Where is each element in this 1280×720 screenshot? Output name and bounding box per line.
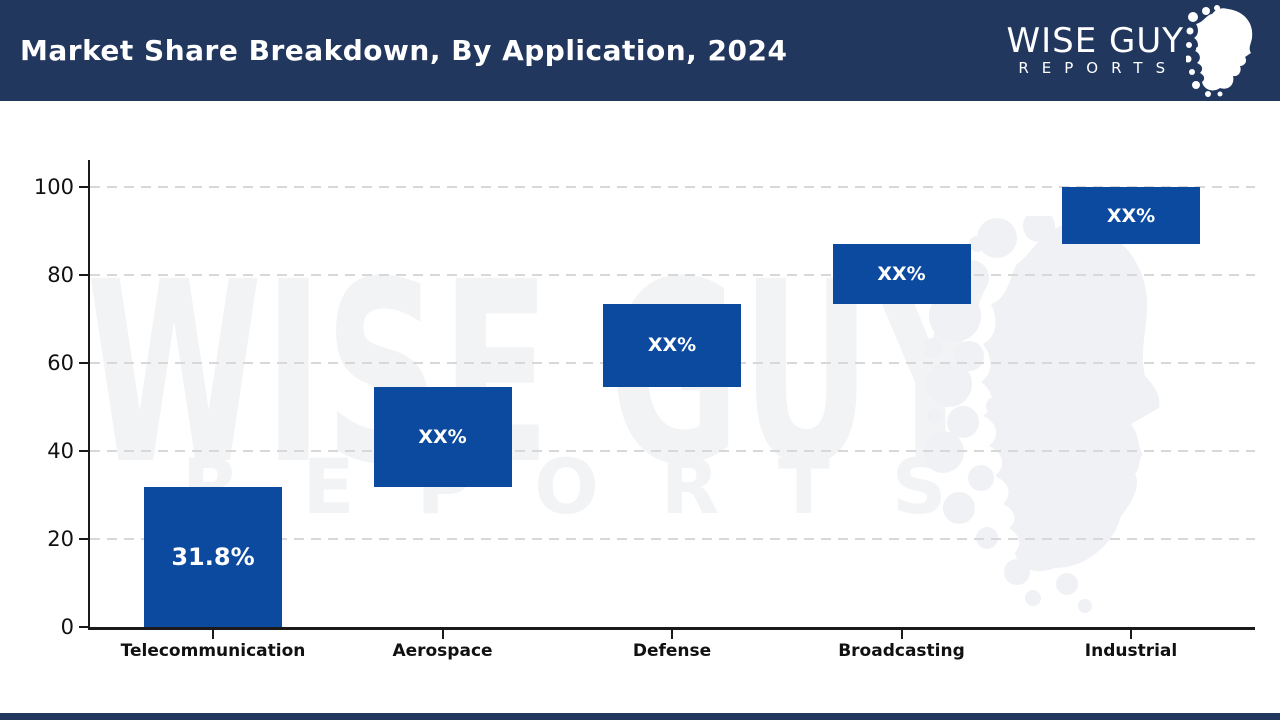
logo-subtitle: REPORTS bbox=[1018, 59, 1179, 78]
footer-bar bbox=[0, 713, 1280, 720]
bar-value-label: XX% bbox=[647, 334, 697, 357]
logo-text: WISE GUY REPORTS bbox=[1006, 20, 1184, 78]
x-tick-defense bbox=[671, 630, 673, 639]
y-tick-label-0: 0 bbox=[60, 615, 74, 639]
bar-defense: XX% bbox=[603, 303, 741, 388]
bar-telecommunication: 31.8% bbox=[144, 487, 282, 627]
bar-value-label: XX% bbox=[877, 262, 926, 285]
bar-aerospace: XX% bbox=[373, 387, 512, 488]
gridline-100 bbox=[90, 186, 1255, 188]
x-tick-telecommunication bbox=[212, 630, 214, 639]
plot-area: 0 20 40 60 80 100 31.8% Telecommunication XX% Aer… bbox=[34, 160, 1255, 661]
y-tick-60 bbox=[79, 362, 88, 364]
chart-region: WISE GUY REPORTS 0 20 40 60 80 100 31.8% Teleco… bbox=[0, 101, 1280, 713]
y-tick-label-60: 60 bbox=[47, 351, 74, 375]
x-category-label: Industrial bbox=[1084, 641, 1178, 661]
x-tick-industrial bbox=[1130, 630, 1132, 639]
logo-head-profile-icon bbox=[1186, 4, 1253, 97]
x-category-label: Defense bbox=[632, 641, 712, 661]
y-tick-label-40: 40 bbox=[47, 439, 74, 463]
y-tick-40 bbox=[79, 450, 88, 452]
y-tick-100 bbox=[79, 186, 88, 188]
y-tick-label-80: 80 bbox=[47, 263, 74, 287]
page-title: Market Share Breakdown, By Application, … bbox=[20, 34, 788, 67]
gridline-20 bbox=[90, 538, 1255, 540]
x-category-label: Aerospace bbox=[392, 641, 493, 661]
header-bar: Market Share Breakdown, By Application, … bbox=[0, 0, 1280, 101]
logo-wordmark: WISE GUY bbox=[1006, 20, 1184, 61]
x-category-label: Telecommunication bbox=[120, 641, 306, 661]
wise-guy-reports-logo: WISE GUY REPORTS bbox=[1006, 4, 1266, 97]
y-tick-label-100: 100 bbox=[33, 175, 74, 199]
x-category-label: Broadcasting bbox=[838, 641, 965, 661]
y-tick-0 bbox=[79, 626, 88, 628]
bar-broadcasting: XX% bbox=[832, 244, 971, 304]
x-tick-broadcasting bbox=[900, 630, 903, 639]
gridline-40 bbox=[90, 450, 1255, 452]
bar-value-label: XX% bbox=[418, 426, 467, 449]
gridline-80 bbox=[90, 274, 1255, 276]
y-tick-20 bbox=[79, 538, 88, 540]
x-tick-aerospace bbox=[441, 630, 444, 639]
bar-value-label: 31.8% bbox=[171, 543, 255, 572]
bar-industrial: XX% bbox=[1062, 187, 1200, 245]
y-tick-80 bbox=[79, 274, 88, 276]
y-tick-label-20: 20 bbox=[47, 527, 74, 551]
bar-value-label: XX% bbox=[1106, 204, 1156, 227]
